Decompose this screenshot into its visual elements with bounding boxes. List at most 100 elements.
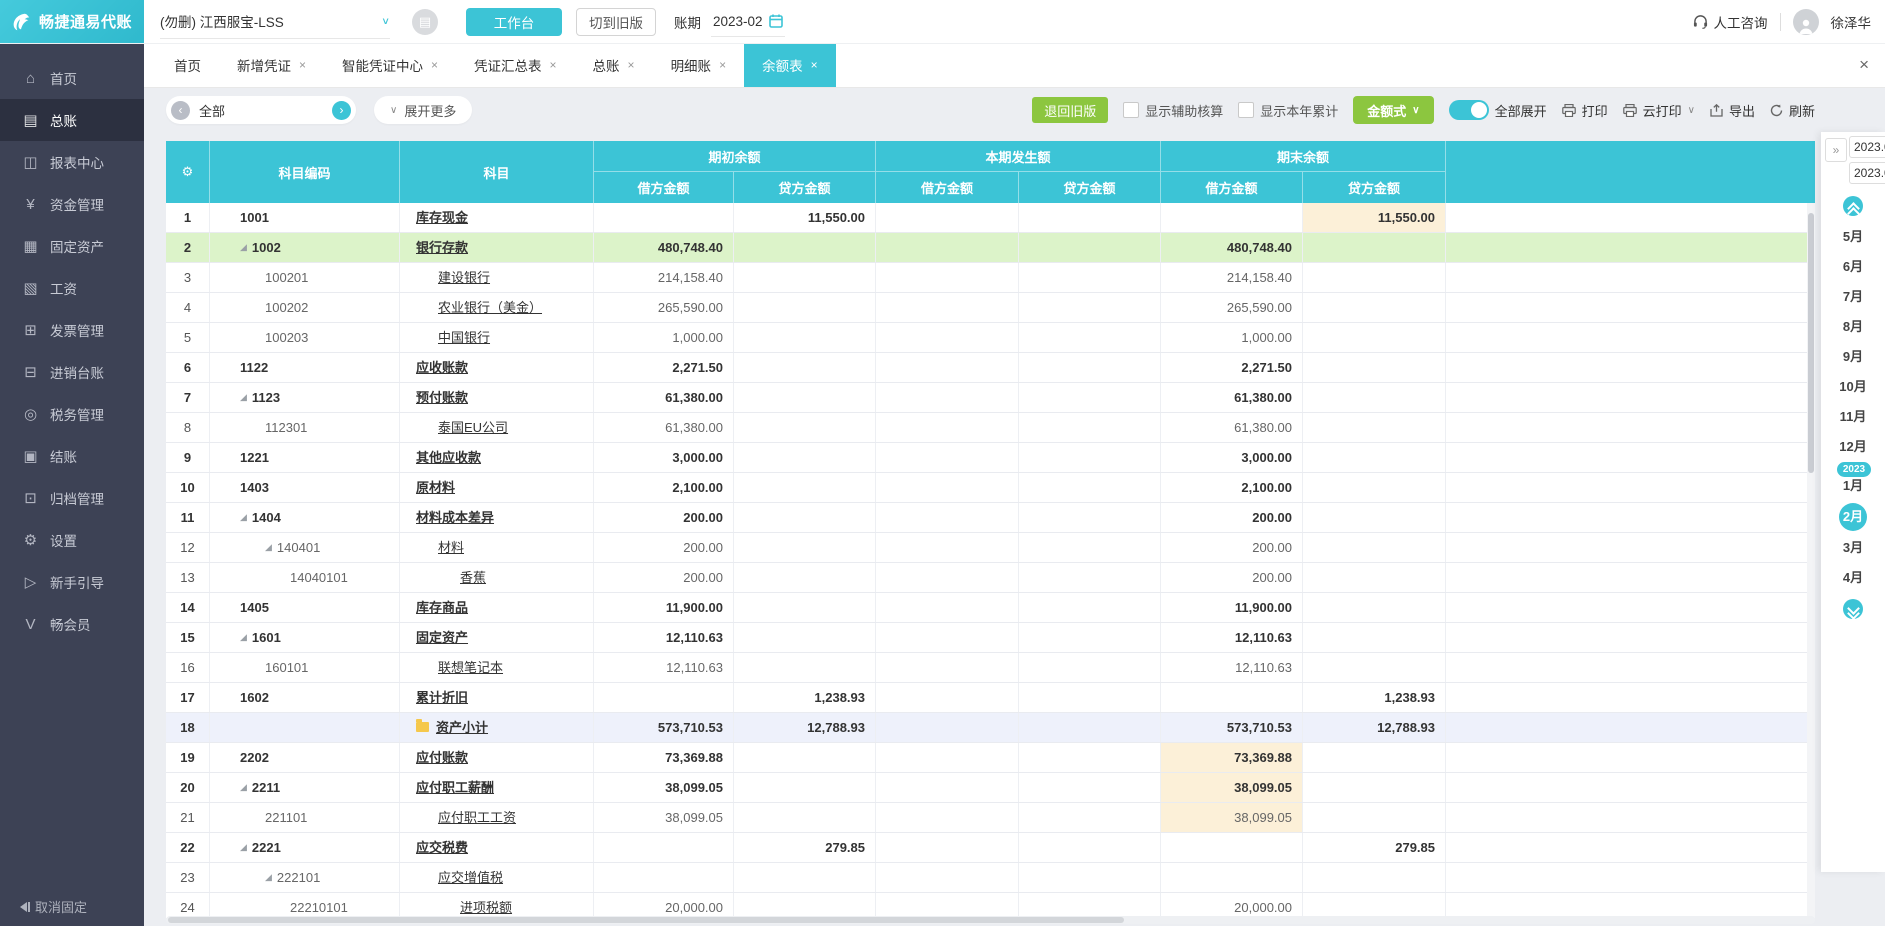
table-row[interactable]: 20 ◢ 2211 应付职工薪酬 38,099.05 38,099.05	[166, 773, 1815, 803]
sidebar-item-closing[interactable]: ▣ 结账	[0, 435, 144, 477]
sidebar-item-invoice[interactable]: ⊞ 发票管理	[0, 309, 144, 351]
table-row[interactable]: 11 ◢ 1404 材料成本差异 200.00 200.00	[166, 503, 1815, 533]
tab-新增凭证[interactable]: 新增凭证 ×	[219, 43, 324, 87]
account-link[interactable]: 预付账款	[416, 390, 469, 405]
period-picker[interactable]: 2023-02	[711, 6, 785, 37]
expand-more-button[interactable]: ∨ 展开更多	[374, 96, 473, 124]
close-icon[interactable]: ×	[1859, 55, 1869, 74]
month-5月[interactable]: 5月	[1842, 229, 1864, 244]
export-button[interactable]: 导出	[1710, 101, 1755, 120]
prev-icon[interactable]: ‹	[171, 100, 190, 120]
expand-triangle-icon[interactable]: ◢	[240, 242, 247, 252]
account-link[interactable]: 应收账款	[416, 360, 469, 375]
checkbox-icon[interactable]	[1123, 102, 1140, 118]
account-link[interactable]: 应付职工薪酬	[416, 780, 495, 795]
tab-close-icon[interactable]: ×	[299, 58, 307, 72]
account-link[interactable]: 应交增值税	[438, 870, 504, 885]
tab-close-icon[interactable]: ×	[431, 58, 439, 72]
tab-close-icon[interactable]: ×	[627, 58, 635, 72]
sidebar-item-settings[interactable]: ⚙ 设置	[0, 519, 144, 561]
sidebar-item-trade[interactable]: ⊟ 进销台账	[0, 351, 144, 393]
account-range-filter[interactable]: ‹ 全部 ›	[166, 96, 356, 124]
table-row[interactable]: 9 1221 其他应收款 3,000.00 3,000.00	[166, 443, 1815, 473]
account-link[interactable]: 应交税费	[416, 840, 469, 855]
avatar[interactable]	[1792, 8, 1819, 35]
notice-icon[interactable]: ▤	[412, 8, 438, 35]
expand-triangle-icon[interactable]: ◢	[265, 872, 272, 882]
month-9月[interactable]: 9月	[1842, 349, 1864, 364]
scrollbar-thumb[interactable]	[168, 917, 1125, 923]
account-link[interactable]: 累计折旧	[416, 690, 469, 705]
table-row[interactable]: 2 ◢ 1002 银行存款 480,748.40 480,748.40	[166, 233, 1815, 263]
sidebar-item-salary[interactable]: ▧ 工资	[0, 267, 144, 309]
table-row[interactable]: 21 221101 应付职工工资 38,099.05 38,099.05	[166, 803, 1815, 833]
sidebar-item-guide[interactable]: ▷ 新手引导	[0, 561, 144, 603]
tab-明细账[interactable]: 明细账 ×	[653, 43, 745, 87]
expand-triangle-icon[interactable]: ◢	[240, 392, 247, 402]
expand-all-toggle[interactable]: 全部展开	[1448, 100, 1547, 120]
sidebar-item-tax[interactable]: ◎ 税务管理	[0, 393, 144, 435]
range-from-input[interactable]: 2023.0	[1849, 136, 1885, 158]
month-11月[interactable]: 11月	[1839, 409, 1867, 424]
next-icon[interactable]: ›	[332, 100, 351, 120]
expand-triangle-icon[interactable]: ◢	[240, 842, 247, 852]
account-link[interactable]: 建设银行	[438, 270, 491, 285]
account-link[interactable]: 中国银行	[438, 330, 491, 345]
switch-old-version-button[interactable]: 切到旧版	[576, 7, 656, 36]
scroll-up-icon[interactable]	[1843, 196, 1863, 220]
sidebar-item-funds[interactable]: ¥ 资金管理	[0, 183, 144, 225]
table-row[interactable]: 16 160101 联想笔记本 12,110.63 12,110.63	[166, 653, 1815, 683]
account-link[interactable]: 原材料	[416, 480, 456, 495]
toggle-on-icon[interactable]	[1448, 100, 1489, 120]
show-ytd-checkbox[interactable]: 显示本年累计	[1238, 101, 1338, 120]
expand-triangle-icon[interactable]: ◢	[240, 512, 247, 522]
table-row[interactable]: 15 ◢ 1601 固定资产 12,110.63 12,110.63	[166, 623, 1815, 653]
support-button[interactable]: 人工咨询	[1693, 12, 1768, 32]
user-name[interactable]: 徐泽华	[1830, 15, 1872, 31]
account-link[interactable]: 应付职工工资	[438, 810, 517, 825]
sidebar-item-report[interactable]: ◫ 报表中心	[0, 141, 144, 183]
account-link[interactable]: 进项税额	[460, 900, 513, 915]
expand-triangle-icon[interactable]: ◢	[240, 632, 247, 642]
month-6月[interactable]: 6月	[1842, 259, 1864, 274]
account-link[interactable]: 固定资产	[416, 630, 469, 645]
cloud-print-dropdown[interactable]: 云打印 ∨	[1622, 101, 1695, 120]
sidebar-item-ledger[interactable]: ▤ 总账	[0, 99, 144, 141]
table-row[interactable]: 18 资产小计 573,710.53 12,788.93 573,710.53 12,78…	[166, 713, 1815, 743]
account-link[interactable]: 其他应收款	[416, 450, 482, 465]
checkbox-icon[interactable]	[1238, 102, 1255, 118]
tab-总账[interactable]: 总账 ×	[575, 43, 653, 87]
tab-close-icon[interactable]: ×	[549, 58, 557, 72]
tab-智能凭证中心[interactable]: 智能凭证中心 ×	[324, 43, 456, 87]
account-link[interactable]: 香蕉	[460, 570, 487, 585]
table-row[interactable]: 10 1403 原材料 2,100.00 2,100.00	[166, 473, 1815, 503]
expand-triangle-icon[interactable]: ◢	[265, 542, 272, 552]
tab-close-icon[interactable]: ×	[719, 58, 727, 72]
horizontal-scrollbar[interactable]	[166, 916, 1815, 924]
sidebar-item-asset[interactable]: ▦ 固定资产	[0, 225, 144, 267]
month-7月[interactable]: 7月	[1842, 289, 1864, 304]
company-selector[interactable]: (勿删) 江西服宝-LSS ∨	[160, 4, 390, 39]
sidebar-item-archive[interactable]: ⊡ 归档管理	[0, 477, 144, 519]
month-8月[interactable]: 8月	[1842, 319, 1864, 334]
back-to-old-button[interactable]: 退回旧版	[1032, 97, 1109, 123]
table-row[interactable]: 17 1602 累计折旧 1,238.93 1,238.93	[166, 683, 1815, 713]
print-button[interactable]: 打印	[1561, 101, 1608, 120]
table-row[interactable]: 4 100202 农业银行（美金） 265,590.00 265,590.00	[166, 293, 1815, 323]
table-row[interactable]: 1 1001 库存现金 11,550.00 11,550.00	[166, 203, 1815, 233]
table-row[interactable]: 3 100201 建设银行 214,158.40 214,158.40	[166, 263, 1815, 293]
table-row[interactable]: 23 ◢ 222101 应交增值税	[166, 863, 1815, 893]
account-link[interactable]: 农业银行（美金）	[438, 300, 543, 315]
account-link[interactable]: 应付账款	[416, 750, 469, 765]
account-link[interactable]: 银行存款	[416, 240, 469, 255]
workbench-button[interactable]: 工作台	[466, 7, 562, 36]
refresh-button[interactable]: 刷新	[1770, 101, 1815, 120]
table-row[interactable]: 12 ◢ 140401 材料 200.00 200.00	[166, 533, 1815, 563]
tab-close-icon[interactable]: ×	[810, 58, 818, 72]
table-row[interactable]: 7 ◢ 1123 预付账款 61,380.00 61,380.00	[166, 383, 1815, 413]
month-1月[interactable]: 1月	[1842, 478, 1864, 493]
unpin-sidebar-button[interactable]: 取消固定	[20, 897, 87, 916]
table-row[interactable]: 5 100203 中国银行 1,000.00 1,000.00	[166, 323, 1815, 353]
sidebar-item-home[interactable]: ⌂ 首页	[0, 57, 144, 99]
collapse-panel-icon[interactable]: »	[1825, 138, 1847, 162]
